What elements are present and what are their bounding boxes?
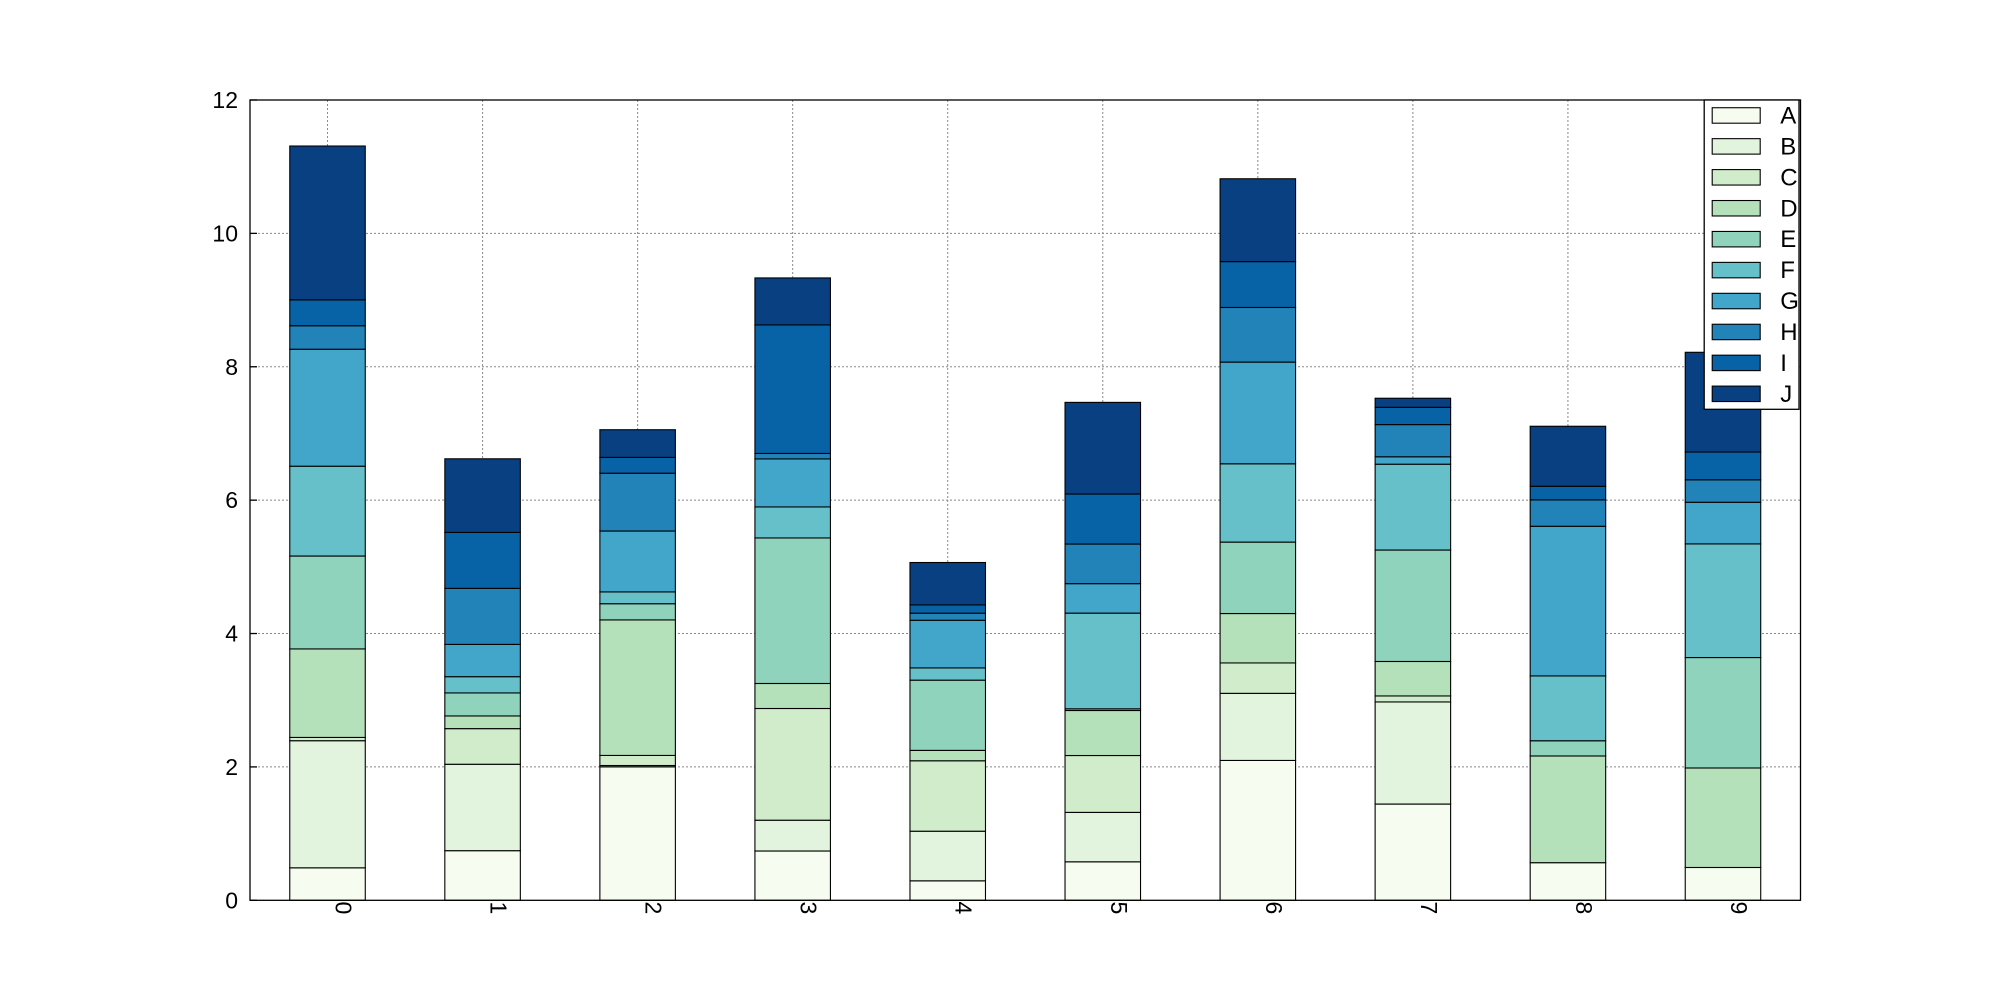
svg-text:H: H (1780, 319, 1797, 346)
svg-text:12: 12 (212, 87, 238, 113)
svg-text:6: 6 (225, 487, 238, 513)
svg-text:4: 4 (951, 902, 977, 915)
svg-text:2: 2 (641, 902, 667, 915)
svg-text:I: I (1780, 350, 1787, 377)
svg-text:D: D (1780, 195, 1797, 222)
svg-text:G: G (1780, 288, 1799, 315)
svg-text:9: 9 (1726, 902, 1752, 915)
svg-text:J: J (1780, 381, 1792, 408)
svg-text:10: 10 (212, 220, 238, 246)
svg-text:1: 1 (486, 902, 512, 915)
svg-text:4: 4 (225, 621, 238, 647)
svg-text:A: A (1780, 102, 1796, 129)
svg-text:0: 0 (225, 887, 238, 913)
svg-text:6: 6 (1261, 902, 1287, 915)
svg-text:8: 8 (225, 354, 238, 380)
svg-text:E: E (1780, 226, 1796, 253)
svg-text:B: B (1780, 133, 1796, 160)
svg-text:C: C (1780, 164, 1797, 191)
svg-text:0: 0 (331, 902, 357, 915)
svg-text:8: 8 (1571, 902, 1597, 915)
svg-text:F: F (1780, 257, 1795, 284)
svg-text:5: 5 (1106, 902, 1132, 915)
svg-text:3: 3 (796, 902, 822, 915)
svg-text:7: 7 (1416, 902, 1442, 915)
svg-text:2: 2 (225, 754, 238, 780)
